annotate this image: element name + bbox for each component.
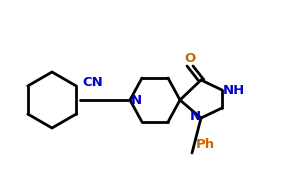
Text: N: N [190,111,201,123]
Text: N: N [131,95,142,107]
Text: NH: NH [223,83,245,97]
Text: O: O [185,51,196,65]
Text: Ph: Ph [196,138,215,152]
Text: CN: CN [82,75,103,89]
